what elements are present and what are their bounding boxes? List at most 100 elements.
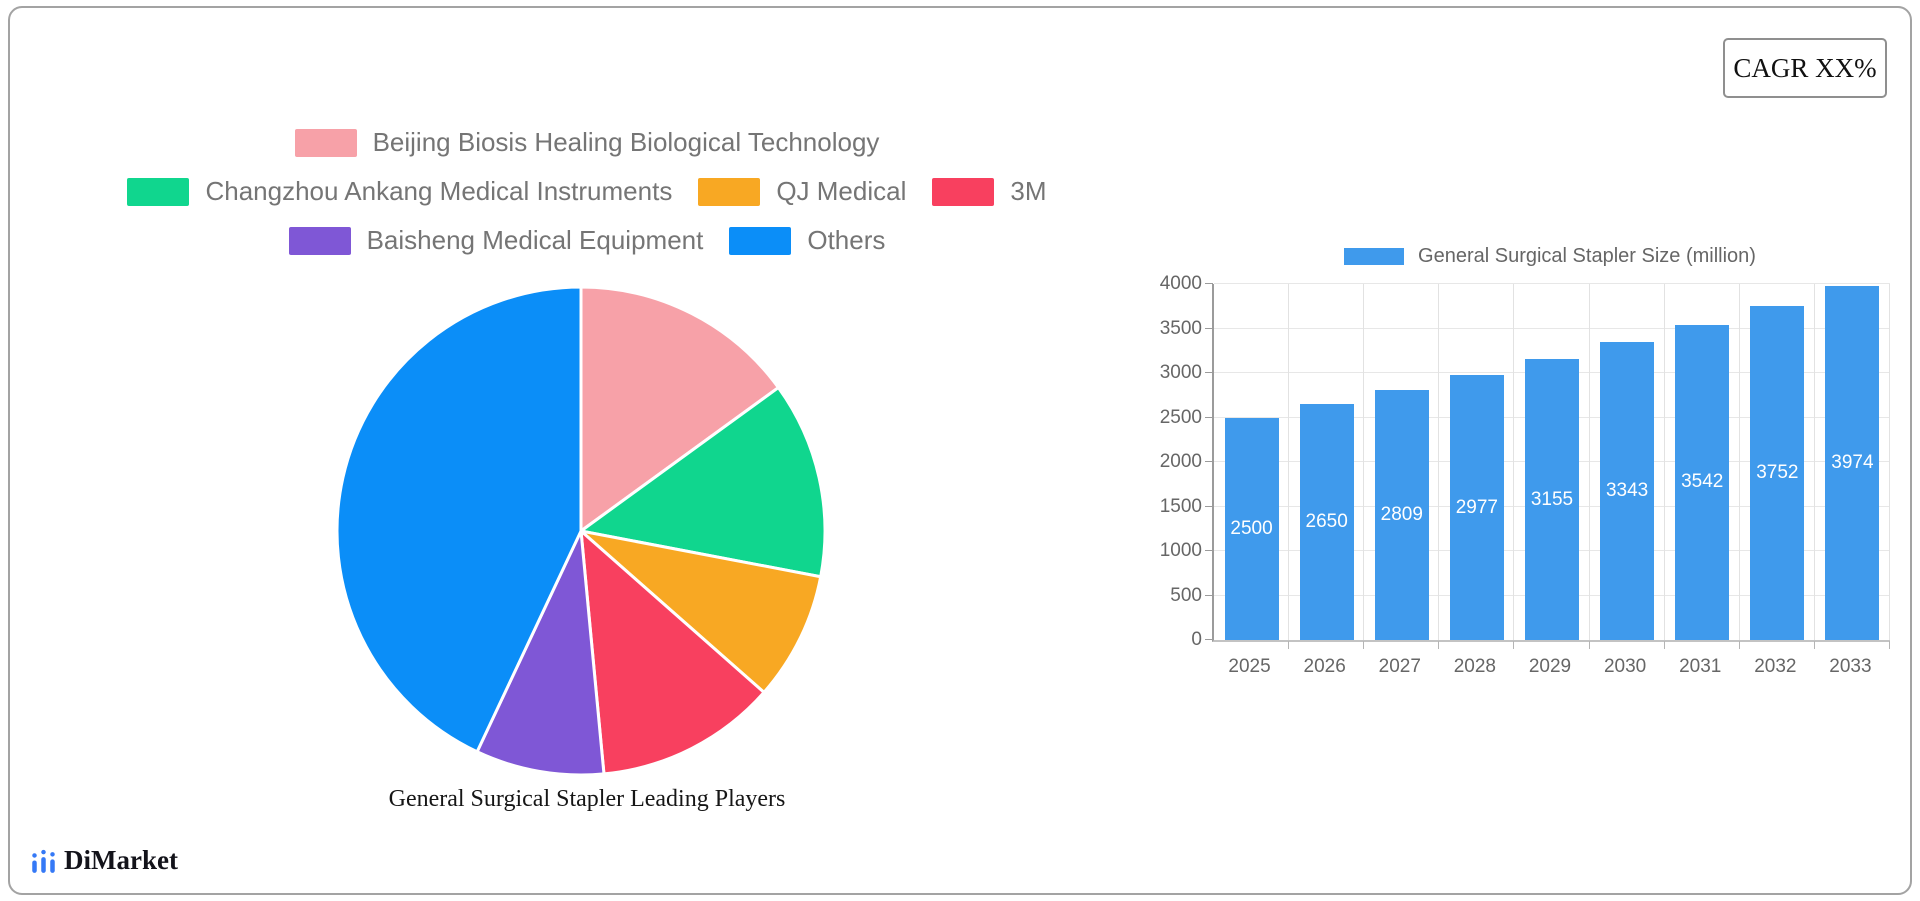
x-gridline xyxy=(1438,284,1440,640)
x-tick xyxy=(1438,641,1440,649)
pie-legend: Beijing Biosis Healing Biological Techno… xyxy=(35,127,1139,275)
legend-item-beijing-biosis-healing-biological-technology[interactable]: Beijing Biosis Healing Biological Techno… xyxy=(294,127,880,158)
pie-slice-3m[interactable] xyxy=(579,529,766,776)
cagr-badge: CAGR XX% xyxy=(1723,38,1887,98)
pie-slice-qj-medical[interactable] xyxy=(579,529,823,694)
legend-item-baisheng-medical-equipment[interactable]: Baisheng Medical Equipment xyxy=(288,225,704,256)
y-tick-label: 2000 xyxy=(1159,451,1202,472)
bar-2029[interactable]: 3155 xyxy=(1525,359,1579,640)
pie-chart-title: General Surgical Stapler Leading Players xyxy=(388,786,786,812)
bar-chart-legend[interactable]: General Surgical Stapler Size (million) xyxy=(1212,245,1888,268)
legend-label: Beijing Biosis Healing Biological Techno… xyxy=(372,127,880,157)
legend-swatch xyxy=(294,128,357,157)
x-gridline xyxy=(1513,284,1515,640)
y-tick-label: 3500 xyxy=(1159,317,1202,339)
y-tick xyxy=(1205,505,1213,507)
bar-2027[interactable]: 2809 xyxy=(1374,390,1429,640)
y-gridline-4000 xyxy=(1214,283,1890,284)
pie-chart xyxy=(335,285,827,777)
legend-item-others[interactable]: Others xyxy=(729,225,885,256)
x-tick-label-2027: 2027 xyxy=(1378,656,1421,677)
legend-item-changzhou-ankang-medical-instruments[interactable]: Changzhou Ankang Medical Instruments xyxy=(127,176,672,207)
x-tick-label-2026: 2026 xyxy=(1303,656,1346,677)
bar-2028[interactable]: 2977 xyxy=(1449,375,1504,640)
y-tick-label: 1500 xyxy=(1159,495,1202,517)
x-tick-label-2029: 2029 xyxy=(1528,656,1572,677)
bar-value-label: 2650 xyxy=(1305,511,1348,533)
y-tick-label: 2500 xyxy=(1159,406,1202,428)
bar-value-label: 3542 xyxy=(1681,471,1724,493)
y-tick-label: 4000 xyxy=(1159,273,1202,294)
legend-label: Changzhou Ankang Medical Instruments xyxy=(205,176,673,206)
brand-logo[interactable]: DiMarket xyxy=(30,845,178,876)
legend-swatch xyxy=(288,226,351,255)
x-tick xyxy=(1738,641,1740,649)
y-gridline-3500 xyxy=(1214,327,1890,329)
bar-chart: General Surgical Stapler Size (million) … xyxy=(1130,245,1900,685)
bar-value-label: 3752 xyxy=(1756,462,1799,484)
x-tick-label-2033: 2033 xyxy=(1829,656,1872,677)
y-tick xyxy=(1205,283,1213,284)
x-gridline xyxy=(1288,284,1290,640)
x-tick-label-2028: 2028 xyxy=(1453,656,1497,677)
bar-value-label: 2809 xyxy=(1380,504,1423,525)
x-gridline xyxy=(1663,284,1665,640)
x-tick xyxy=(1363,641,1365,649)
x-tick-label-2031: 2031 xyxy=(1679,656,1722,677)
x-gridline xyxy=(1363,284,1365,640)
bar-chart-x-axis: 2025 2026 2027 2028 2029 2030 2031 2032 2033 xyxy=(1212,652,1888,678)
legend-label: Others xyxy=(807,225,886,255)
y-tick xyxy=(1205,550,1213,551)
pie-legend-row: Changzhou Ankang Medical Instruments QJ M… xyxy=(35,176,1139,207)
y-tick xyxy=(1205,327,1213,329)
bar-2033[interactable]: 3974 xyxy=(1825,286,1880,640)
bar-2030[interactable]: 3343 xyxy=(1600,342,1655,640)
bar-chart-plot-area: 2500 2650 2809 2977 3155 3343 3542 3752 3974 xyxy=(1205,283,1890,649)
bar-value-label: 3343 xyxy=(1605,480,1649,502)
y-tick-label: 1000 xyxy=(1159,540,1202,561)
bar-value-label: 2977 xyxy=(1455,496,1499,518)
y-tick-label: 0 xyxy=(1191,629,1202,650)
bar-2032[interactable]: 3752 xyxy=(1750,306,1805,640)
brand-name: DiMarket xyxy=(64,845,178,875)
x-tick xyxy=(1288,641,1290,649)
legend-swatch xyxy=(729,226,792,255)
y-tick-label: 3000 xyxy=(1159,362,1202,383)
x-gridline xyxy=(1588,284,1590,640)
pie-slice-baisheng-medical-equipment[interactable] xyxy=(475,529,606,777)
legend-label: QJ Medical xyxy=(776,176,907,206)
y-tick xyxy=(1205,461,1213,462)
legend-item-3m[interactable]: 3M xyxy=(932,176,1047,207)
legend-swatch xyxy=(698,177,761,206)
bar-2026[interactable]: 2650 xyxy=(1299,404,1354,640)
y-tick-label: 500 xyxy=(1170,584,1202,606)
x-tick xyxy=(1889,641,1890,649)
x-tick xyxy=(1588,641,1590,649)
x-gridline xyxy=(1738,284,1740,640)
x-tick-label-2025: 2025 xyxy=(1228,656,1271,677)
bar-2025[interactable]: 2500 xyxy=(1224,417,1279,640)
bar-2031[interactable]: 3542 xyxy=(1675,324,1730,640)
bar-legend-label: General Surgical Stapler Size (million) xyxy=(1418,245,1756,267)
y-tick xyxy=(1205,594,1213,596)
y-tick xyxy=(1205,639,1213,640)
x-tick-label-2030: 2030 xyxy=(1603,656,1647,677)
legend-label: 3M xyxy=(1010,176,1047,206)
bar-value-label: 2500 xyxy=(1230,517,1273,539)
x-tick xyxy=(1513,641,1515,649)
y-tick xyxy=(1205,416,1213,418)
legend-swatch xyxy=(932,177,995,206)
x-gridline xyxy=(1813,284,1815,640)
bar-value-label: 3974 xyxy=(1831,452,1874,474)
pie-slice-changzhou-ankang-medical-instruments[interactable] xyxy=(579,386,827,579)
legend-item-qj-medical[interactable]: QJ Medical xyxy=(698,176,906,207)
brand-chart-icon xyxy=(32,849,55,873)
legend-swatch xyxy=(127,177,190,206)
pie-slice-beijing-biosis-healing-biological-technology[interactable] xyxy=(579,285,780,533)
pie-legend-row: Baisheng Medical Equipment Others xyxy=(35,225,1139,256)
legend-label: Baisheng Medical Equipment xyxy=(366,225,704,255)
bar-value-label: 3155 xyxy=(1530,488,1574,510)
pie-legend-row: Beijing Biosis Healing Biological Techno… xyxy=(35,127,1139,158)
pie-slice-others[interactable] xyxy=(335,285,583,754)
x-tick-label-2032: 2032 xyxy=(1754,656,1797,677)
